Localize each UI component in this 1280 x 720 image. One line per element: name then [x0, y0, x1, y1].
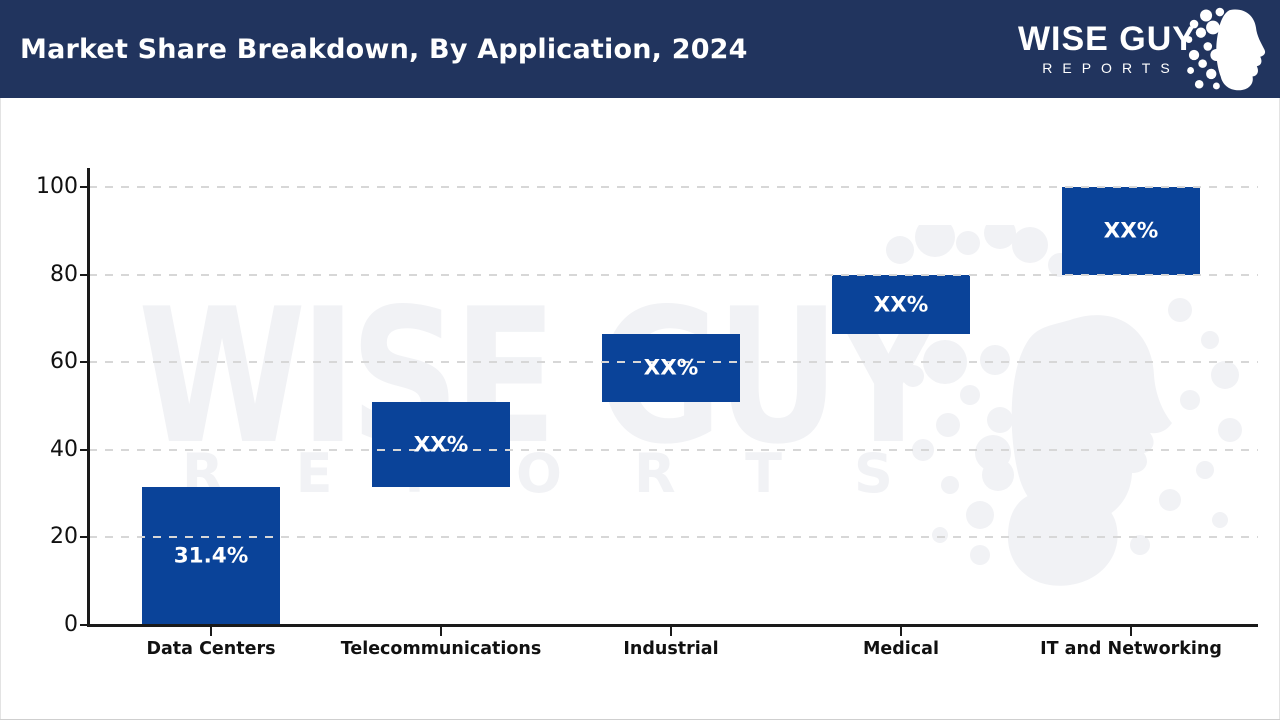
x-axis-label-telecommunications: Telecommunications	[340, 639, 542, 659]
y-tick-mark-0	[80, 624, 89, 626]
bar-industrial	[602, 333, 740, 402]
bar-value-label: 31.4%	[173, 543, 249, 569]
logo-wordmark: WISE GUY	[1017, 20, 1196, 59]
x-axis-label-industrial: Industrial	[623, 639, 719, 659]
gridline-20	[89, 536, 1258, 539]
y-axis-line	[87, 168, 90, 627]
bar-value-label: XX%	[413, 432, 469, 458]
bar-value-label: XX%	[1103, 218, 1159, 244]
y-tick-mark-40	[80, 448, 89, 451]
watermark-head-icon	[886, 225, 1242, 586]
page-title: Market Share Breakdown, By Application, …	[20, 33, 748, 65]
watermark-subtitle: REPORTS	[182, 442, 965, 505]
x-tick-mark	[440, 627, 442, 636]
gridline-60	[89, 361, 1258, 364]
bar-data-centers	[142, 487, 280, 625]
gridline-40	[89, 448, 1258, 451]
x-tick-mark	[900, 627, 902, 636]
y-tick-mark-60	[80, 361, 89, 364]
header-bar: Market Share Breakdown, By Application, …	[0, 0, 1280, 98]
y-tick-label-0: 0	[64, 612, 78, 637]
bar-value-label: XX%	[873, 292, 929, 318]
y-tick-label-100: 100	[36, 174, 78, 199]
y-tick-label-80: 80	[50, 261, 78, 287]
logo-head-icon	[1185, 7, 1266, 91]
y-tick-mark-80	[80, 273, 89, 276]
bar-value-label: XX%	[643, 355, 699, 381]
x-axis-label-it-and-networking: IT and Networking	[1040, 639, 1222, 659]
x-tick-mark	[1130, 627, 1132, 636]
x-tick-mark	[210, 627, 212, 636]
y-tick-label-60: 60	[50, 349, 78, 375]
y-tick-mark-20	[80, 536, 89, 539]
x-tick-mark	[670, 627, 672, 636]
bar-medical	[832, 275, 970, 334]
gridline-100	[89, 186, 1258, 188]
logo-text: WISE GUY REPORTS	[1017, 20, 1196, 76]
gridline-80	[89, 273, 1258, 276]
bar-telecommunications	[372, 401, 510, 488]
y-tick-mark-100	[80, 186, 89, 188]
logo-subtitle: REPORTS	[1042, 59, 1180, 76]
bar-it-and-networking	[1062, 187, 1200, 276]
y-tick-label-40: 40	[50, 436, 78, 462]
x-axis-line	[87, 624, 1258, 627]
wise-guy-reports-logo: WISE GUY REPORTS	[1018, 5, 1280, 93]
x-axis-label-medical: Medical	[863, 639, 939, 659]
x-axis-label-data-centers: Data Centers	[146, 639, 276, 659]
y-tick-label-20: 20	[50, 524, 78, 550]
